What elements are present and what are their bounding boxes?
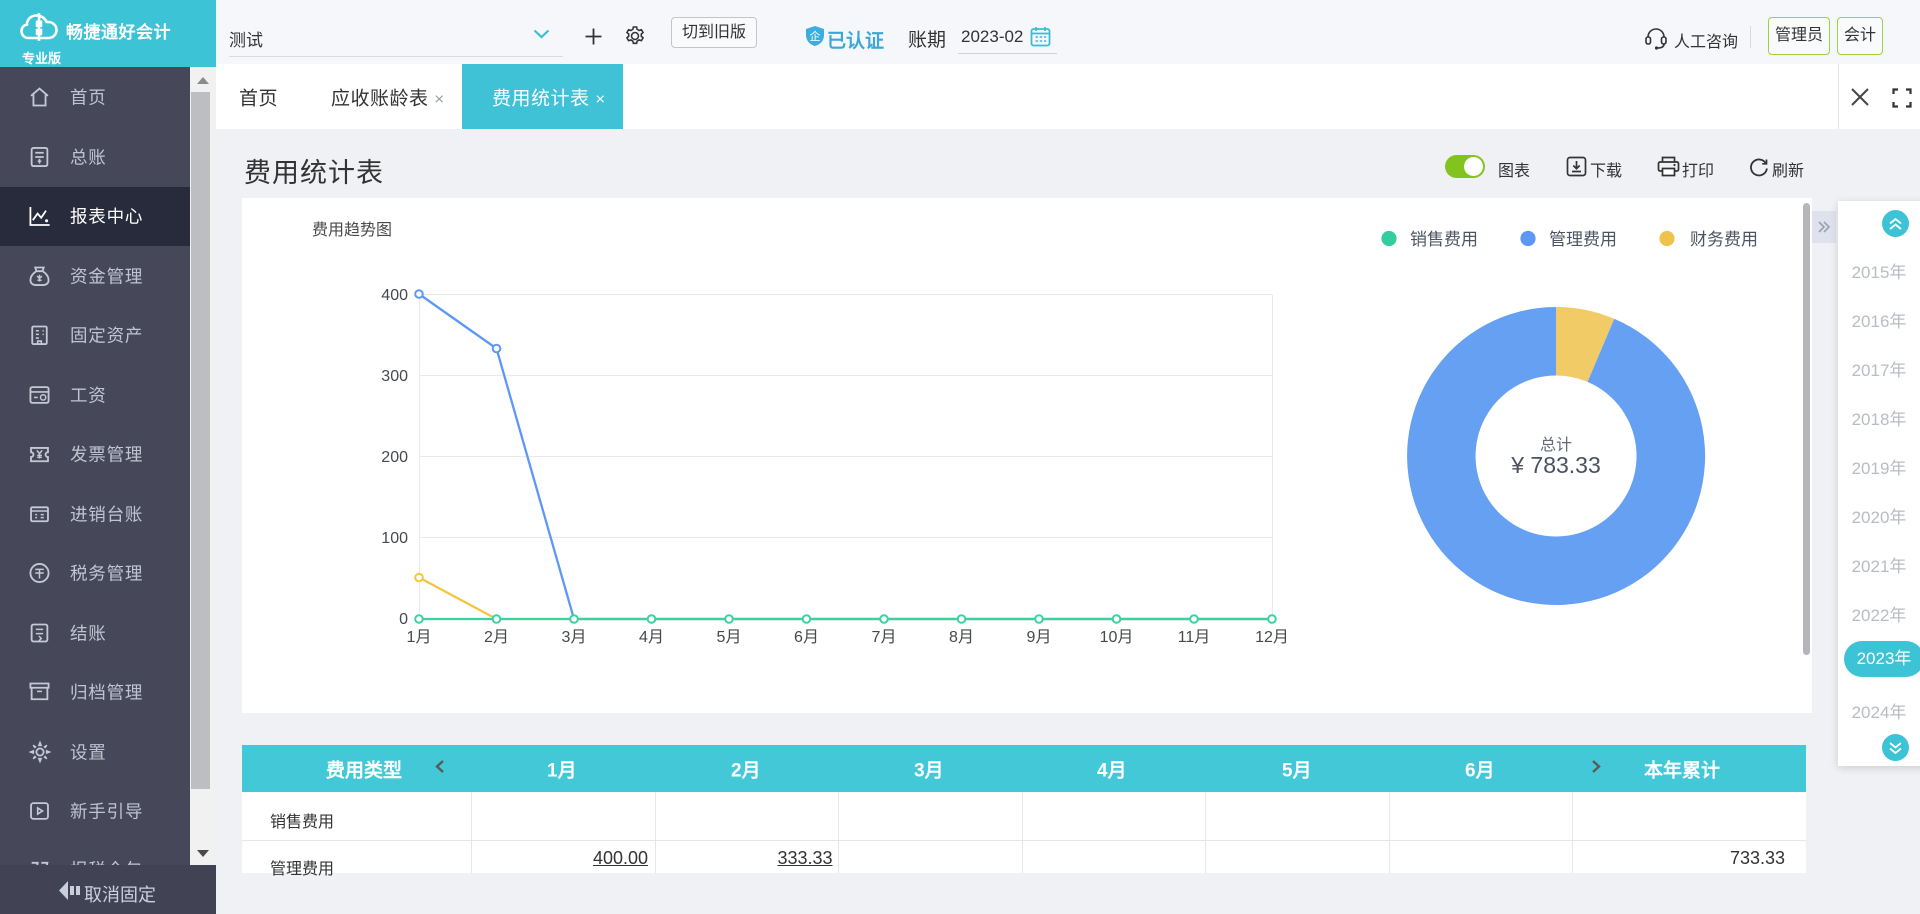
svg-text:1月: 1月 — [407, 629, 432, 646]
svg-text:0: 0 — [399, 611, 408, 628]
svg-text:总计: 总计 — [1540, 436, 1572, 454]
svg-text:200: 200 — [381, 449, 408, 466]
svg-text:8月: 8月 — [949, 629, 974, 646]
svg-text:管理费用: 管理费用 — [1549, 230, 1617, 249]
svg-text:¥ 783.33: ¥ 783.33 — [1510, 452, 1601, 478]
svg-text:11月: 11月 — [1178, 629, 1211, 646]
svg-text:销售费用: 销售费用 — [1410, 230, 1478, 249]
svg-text:6月: 6月 — [794, 629, 819, 646]
svg-text:100: 100 — [381, 530, 408, 547]
svg-text:300: 300 — [381, 368, 408, 385]
svg-text:2月: 2月 — [484, 629, 509, 646]
svg-text:400: 400 — [381, 287, 408, 304]
svg-text:10月: 10月 — [1100, 629, 1134, 646]
svg-text:3月: 3月 — [562, 629, 587, 646]
svg-text:财务费用: 财务费用 — [1690, 230, 1758, 249]
svg-text:4月: 4月 — [639, 629, 664, 646]
svg-text:9月: 9月 — [1027, 629, 1052, 646]
svg-text:7月: 7月 — [872, 629, 897, 646]
svg-text:5月: 5月 — [717, 629, 742, 646]
svg-text:12月: 12月 — [1255, 629, 1289, 646]
svg-text:企: 企 — [810, 29, 821, 43]
